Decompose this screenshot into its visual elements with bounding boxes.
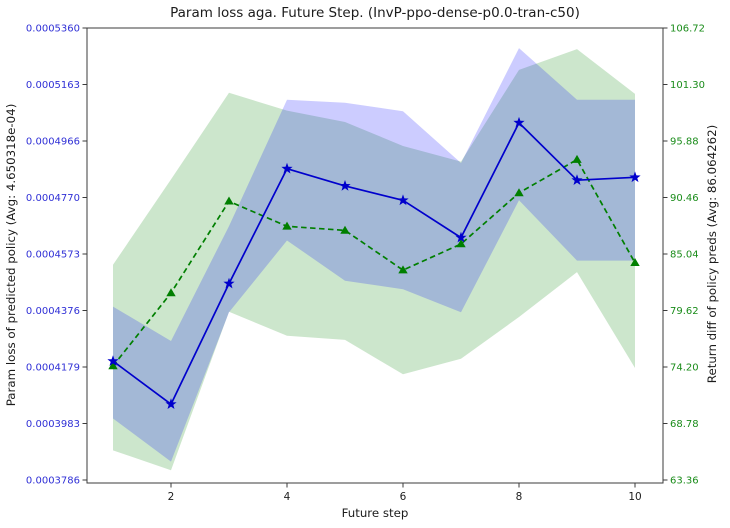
axes-box (86, 27, 664, 484)
return-diff-policy-preds-triangle-marker (340, 225, 350, 234)
return-diff-policy-preds-triangle-marker (630, 258, 640, 267)
param-loss-predicted-policy-star-marker (165, 398, 177, 409)
return-diff-policy-preds-triangle-marker (166, 288, 176, 297)
confidence-bands (113, 48, 635, 471)
return-diff-policy-preds-line (112, 158, 636, 367)
return-diff-policy-preds-triangle-marker (514, 188, 524, 197)
left-tick-label: 0.0003786 (26, 475, 80, 486)
param-loss-predicted-policy-line (112, 121, 636, 406)
left-tick-label: 0.0004376 (26, 306, 80, 317)
return-diff-policy-preds-triangle-marker (456, 239, 466, 248)
x-tick-label: 2 (168, 491, 175, 503)
return-diff-policy-preds-triangle-marker (108, 361, 118, 370)
left-tick-label: 0.0004770 (26, 193, 80, 204)
right-tick-label: 63.36 (670, 475, 699, 486)
right-tick-label: 106.72 (670, 23, 705, 34)
param-loss-predicted-policy-star-marker (629, 171, 641, 183)
right-tick-label: 95.88 (670, 136, 699, 147)
left-tick-label: 0.0004179 (26, 362, 80, 373)
return-diff-policy-preds-triangle-marker (398, 265, 408, 274)
x-axis-label: Future step (342, 506, 409, 520)
left-tick-label: 0.0005360 (26, 23, 80, 34)
x-tick-label: 6 (400, 491, 407, 503)
tick-marks-and-labels: 0.0005360 0.0005163 0.0004966 0.0004770 0.00… (26, 23, 705, 503)
right-tick-label: 79.62 (670, 306, 699, 317)
right-axis-label: Return diff of policy preds (Avg: 86.064… (705, 125, 719, 383)
param-loss-predicted-policy-star-marker (397, 194, 409, 206)
right-tick-label: 85.04 (670, 249, 699, 260)
return-diff-policy-preds-triangle-marker (282, 221, 292, 230)
param-loss-predicted-policy-star-marker (223, 277, 235, 289)
left-tick-label: 0.0004573 (26, 249, 80, 260)
param-loss-predicted-policy-star-marker (571, 174, 583, 185)
param-loss-predicted-policy-star-marker (513, 116, 525, 128)
chart-title: Param loss aga. Future Step. (InvP-ppo-d… (170, 5, 580, 21)
data-lines (107, 116, 641, 409)
right-tick-label: 74.20 (670, 362, 699, 373)
right-tick-label: 90.46 (670, 193, 699, 204)
left-axis-label: Param loss of predicted policy (Avg: 4.6… (4, 104, 18, 407)
x-tick-label: 4 (284, 491, 291, 503)
param-loss-predicted-policy-star-marker (281, 162, 293, 174)
x-tick-label: 10 (628, 491, 641, 503)
param-loss-predicted-policy-star-marker (455, 231, 467, 243)
return-diff-policy-preds-triangle-marker (224, 196, 234, 205)
return-diff-policy-preds-band (113, 49, 635, 471)
param-loss-predicted-policy-star-marker (339, 180, 351, 191)
param-loss-predicted-policy-star-marker (107, 355, 119, 366)
right-tick-label: 101.30 (670, 80, 705, 91)
right-tick-label: 68.78 (670, 419, 699, 430)
return-diff-policy-preds-triangle-marker (572, 154, 582, 163)
x-tick-label: 8 (516, 491, 523, 503)
left-tick-label: 0.0005163 (26, 80, 80, 91)
left-tick-label: 0.0003983 (26, 419, 80, 430)
left-tick-label: 0.0004966 (26, 136, 80, 147)
